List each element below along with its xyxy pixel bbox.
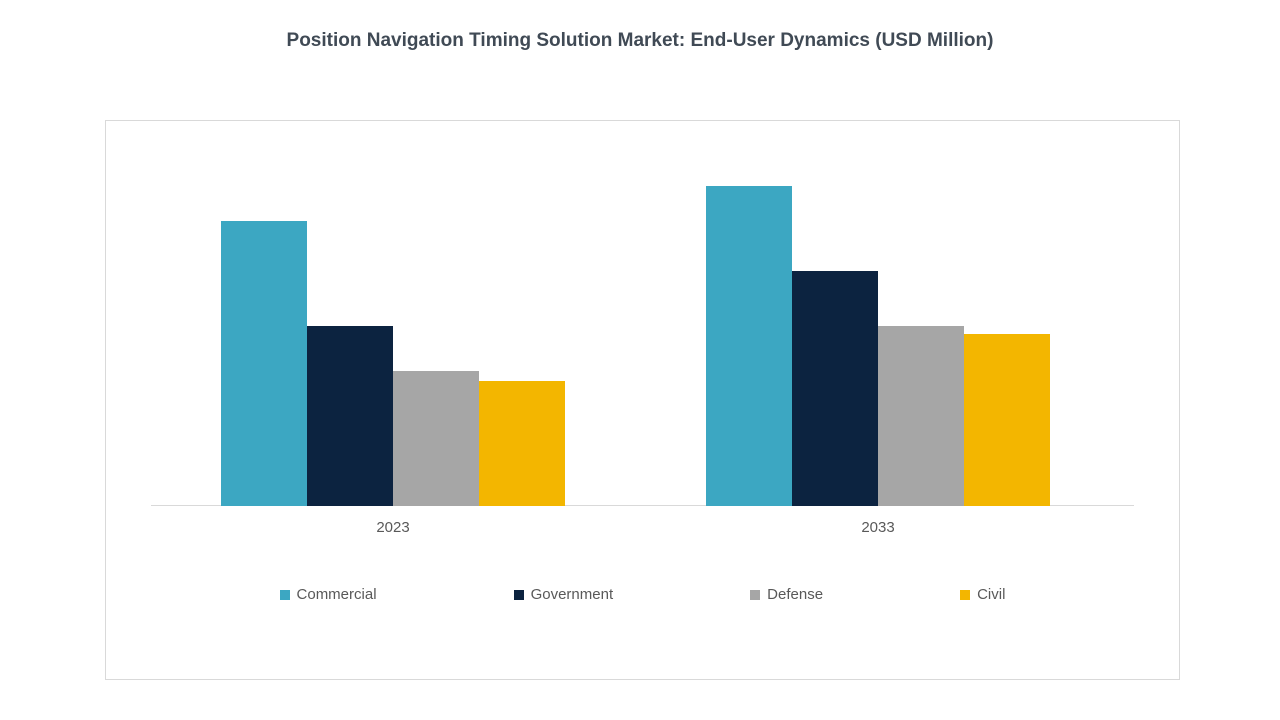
legend-swatch-civil [960, 590, 970, 600]
bar-2033-commercial [706, 186, 792, 506]
legend-swatch-commercial [280, 590, 290, 600]
legend-label: Government [531, 586, 614, 603]
legend-label: Defense [767, 586, 823, 603]
chart-page: Position Navigation Timing Solution Mark… [0, 0, 1280, 720]
legend-item-commercial: Commercial [280, 586, 377, 603]
legend-item-civil: Civil [960, 586, 1005, 603]
chart-container: 2023 2033 Commercial Government Defense … [105, 120, 1180, 680]
x-axis-labels: 2023 2033 [151, 519, 1134, 549]
chart-title: Position Navigation Timing Solution Mark… [0, 30, 1280, 52]
legend-label: Civil [977, 586, 1005, 603]
bar-2023-defense [393, 371, 479, 506]
bar-2023-civil [479, 381, 565, 506]
x-label-2023: 2023 [376, 519, 409, 536]
legend-swatch-defense [750, 590, 760, 600]
legend-swatch-government [514, 590, 524, 600]
bar-2023-government [307, 326, 393, 506]
legend: Commercial Government Defense Civil [151, 586, 1134, 603]
plot-area [151, 146, 1134, 506]
bar-group-2033 [706, 186, 1050, 506]
bar-group-2023 [221, 221, 565, 506]
bar-2033-government [792, 271, 878, 506]
legend-item-government: Government [514, 586, 614, 603]
bar-2023-commercial [221, 221, 307, 506]
legend-label: Commercial [297, 586, 377, 603]
bar-2033-civil [964, 334, 1050, 506]
bar-2033-defense [878, 326, 964, 506]
legend-item-defense: Defense [750, 586, 823, 603]
x-label-2033: 2033 [861, 519, 894, 536]
